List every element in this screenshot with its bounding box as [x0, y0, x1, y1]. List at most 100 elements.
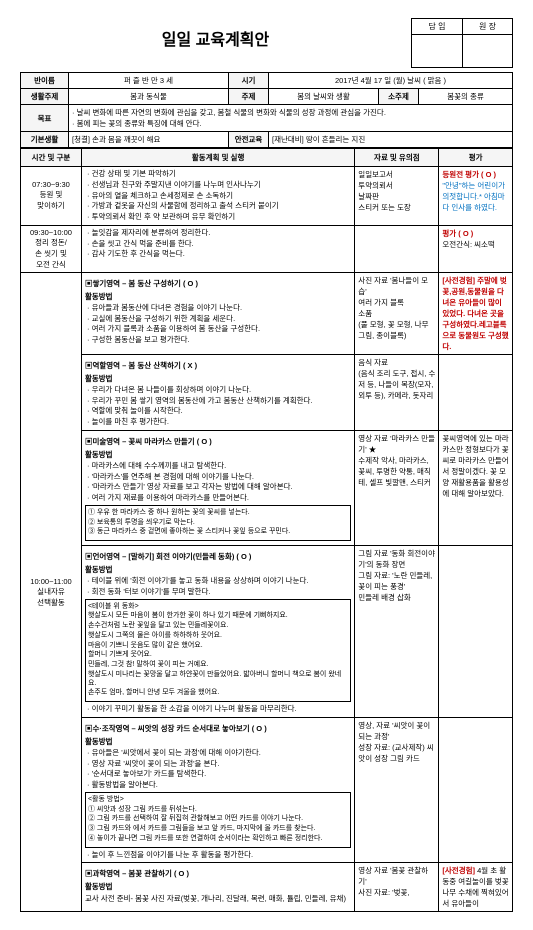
area5-method: 활동방법: [85, 736, 351, 747]
goal-value: · 날씨 변화에 따른 자연의 변화에 관심을 갖고, 봄철 식물의 변화와 식…: [69, 105, 513, 132]
col-act: 활동계획 및 실행: [81, 149, 354, 167]
stamp-left-body: [412, 35, 462, 67]
area4-eval: [439, 546, 513, 718]
list-item: 이야기 꾸미기 활동을 한 소감을 이야기 나누며 활동을 마무리한다.: [87, 704, 351, 714]
area5-mat: 영상, 자료 '씨앗이 꽃이 되는 과정' 성장 자료: (교사제작) 씨앗이 …: [355, 717, 439, 863]
list-item: 여러 가지 블록과 소품을 이용하여 봄 동산을 구성한다.: [87, 324, 351, 334]
class-label: 반이름: [21, 73, 69, 89]
stamp-box: 담 임 원 장: [411, 18, 513, 68]
area3-title: ▣미술영역 – 꽃씨 마라카스 만들기 ( O ): [85, 436, 351, 447]
list-item: 건강 상태 및 기본 파악하기: [87, 169, 351, 179]
habit-label: 기본생활: [21, 132, 69, 148]
row2-mat: [355, 225, 439, 272]
page-title: 일일 교육계획안: [20, 18, 411, 68]
list-item: '마라카스 만들기' 영상 자료를 보고 각자는 방법에 대해 알아본다.: [87, 482, 351, 492]
box-line: ① 씨앗과 성장 그림 카드를 뒤섞는다.: [88, 806, 348, 815]
list-item: 마라카스에 대해 수수께끼를 내고 탐색한다.: [87, 461, 351, 471]
area4-box: <테이블 위 동화> 햇살도시 모든 마음이 봄이 한가한 꽃이 하나 있기 때…: [85, 599, 351, 703]
list-item: 놀잇감을 제자리에 분류하여 정리한다.: [87, 228, 351, 238]
box-line: 마음이 기쁘니 웃음도 많이 같은 했어요.: [88, 642, 348, 651]
col-eval: 평가: [439, 149, 513, 167]
row2-list: 놀잇감을 제자리에 분류하여 정리한다. 손을 씻고 간식 먹을 준비를 한다.…: [85, 228, 351, 259]
row1-eval-title: 등원전 평가 ( O ): [442, 169, 509, 180]
row1-eval-text: "안녕"하는 어린이가 의젓합니다.* 아침마다 인사를 하였다.: [442, 180, 509, 213]
area1-method: 활동방법: [85, 291, 351, 302]
main-table: 시간 및 구분 활동계획 및 실행 자료 및 유의점 평가 07:30~9:30…: [20, 148, 513, 912]
box-line: ② 그림 카드를 선택하여 잘 뒤집혀 관찰해보고 어떤 카드를 이야기 나눈다…: [88, 815, 348, 824]
list-item: 여러 가지 재료를 이용하여 마라카스를 만들어본다.: [87, 493, 351, 503]
list-item: 영상 자료 '씨앗이 꽃이 되는 과정'을 본다.: [87, 759, 351, 769]
list-item: '마라카스'를 연주해 본 경험에 대해 이야기를 나눈다.: [87, 472, 351, 482]
area3-eval: 꽃씨영역에 있는 마라카스만 정형보다가 꽃씨로 마라카스 만들어서 정말이겠다…: [439, 430, 513, 545]
box-line: 민들레, 그것 참! 말하여 꽃이 피는 거예요.: [88, 661, 348, 670]
area3-act: ▣미술영역 – 꽃씨 마라카스 만들기 ( O ) 활동방법 마라카스에 대해 …: [81, 430, 354, 545]
area4-title: ▣언어영역 – [말하기] 회전 이야기(민들레 동화) ( O ): [85, 551, 351, 562]
area1-eval-text: [사전경험] 주말에 벚꽃,공원,동물원을 다녀온 유아들이 많이 있었다. 다…: [442, 276, 508, 351]
row1-mat: 일일보고서 투약의뢰서 날짜판 스티커 또는 도장: [355, 167, 439, 226]
area3-method: 활동방법: [85, 449, 351, 460]
col-time: 시간 및 구분: [21, 149, 82, 167]
list-item: 구성한 봄동산을 보고 평가한다.: [87, 335, 351, 345]
area1-title: ▣쌓기영역 – 봄 동산 구성하기 ( O ): [85, 278, 351, 289]
box-line: 손수건처럼 노란 꽃잎을 달고 있는 민들레꽃이요.: [88, 622, 348, 631]
topic-label: 주제: [229, 89, 269, 105]
list-item: 유아들과 봄동산에 다녀온 경험을 이야기 나눈다.: [87, 303, 351, 313]
list-item: 유아의 열을 체크하고 손세정제로 손 소독하기: [87, 191, 351, 201]
list-item: 손을 씻고 간식 먹을 준비를 한다.: [87, 239, 351, 249]
area3-mat: 영상 자료 '마라카스 만들기' ★ 수제작 악사, 마라카스, 꽃씨, 투명한…: [355, 430, 439, 545]
date-value: 2017년 4월 17 일 (월) 날씨 ( 맑음 ): [269, 73, 513, 89]
list-item: 활동방법을 알아본다.: [87, 780, 351, 790]
safe-value: [재난대비] 땅이 흔들리는 지진: [269, 132, 513, 148]
list-item: 테이블 위에 '회전 이야기'를 놓고 동화 내용을 상상하며 이야기 나눈다.: [87, 576, 351, 586]
area1-mat: 사진 자료 '봄나들이 모습' 여러 가지 블록 소품 (풀 모형, 꽃 모형,…: [355, 272, 439, 354]
box-line: ④ 놓이가 끝나면 그림 카드를 또한 연결하여 순서이라는 확인하고 빠른 정…: [88, 835, 348, 844]
habit-value: [청결] 손과 몸을 깨끗이 해요: [69, 132, 229, 148]
life-value: 봄과 동식물: [69, 89, 229, 105]
area2-mat: 음식 자료 (음식 조리 도구, 접시, 수저 등, 나들이 복장(모자, 외투…: [355, 354, 439, 430]
sub-value: 봄꽃의 종류: [419, 89, 513, 105]
box-line: 햇살도시 모든 마음이 봄이 한가한 꽃이 하나 있기 때문에 기뻐하지요.: [88, 612, 348, 621]
list-item: 놀이 후 느낀점을 이야기를 나눈 후 활동을 평가한다.: [87, 850, 351, 860]
stamp-left-label: 담 임: [412, 19, 462, 35]
row2-eval: 평가 ( O ) 오전간식: 씨소떡: [439, 225, 513, 272]
list-item: 우리가 꾸민 봄 쌓기 영역의 봄동산에 가고 봄동산 산책하기를 계획한다.: [87, 396, 351, 406]
box-line: 할머니 기쁘게 웃어요.: [88, 651, 348, 660]
list-item: 우리가 다녀온 봄 나들이를 회상하며 이야기 나눈다.: [87, 385, 351, 395]
list-item: 놀이를 마친 후 평가한다.: [87, 417, 351, 427]
col-mat: 자료 및 유의점: [355, 149, 439, 167]
date-label: 시기: [229, 73, 269, 89]
area2-eval: [439, 354, 513, 430]
list-item: 선생님과 친구와 주말지낸 이야기를 나누며 인사나누기: [87, 180, 351, 190]
box-line: 햇살도시 그쪽의 물은 아이를 하하하하 웃어요.: [88, 632, 348, 641]
stamp-right-body: [463, 35, 512, 67]
list-item: 교실에 봄동산을 구성하기 위한 계획을 세운다.: [87, 314, 351, 324]
row2-act: 놀잇감을 제자리에 분류하여 정리한다. 손을 씻고 간식 먹을 준비를 한다.…: [81, 225, 354, 272]
goal-label: 목표: [21, 105, 69, 132]
area6-act: ▣과학영역 – 봄꽃 관찰하기 ( O ) 활동방법 교사 사전 준비- 봄꽃 …: [81, 863, 354, 912]
area5-eval: [439, 717, 513, 863]
row1-list: 건강 상태 및 기본 파악하기 선생님과 친구와 주말지낸 이야기를 나누며 인…: [85, 169, 351, 222]
box-line: 햇살도시 미나리는 꽃망울 달고 하얀꽃이 만들었어요. 밟아버니 할머니 책으…: [88, 671, 348, 689]
meta-table: 반이름 퍼 즐 반 만 3 세 시기 2017년 4월 17 일 (월) 날씨 …: [20, 72, 513, 148]
area6-method: 활동방법: [85, 881, 351, 892]
life-label: 생활주제: [21, 89, 69, 105]
area4-act: ▣언어영역 – [말하기] 회전 이야기(민들레 동화) ( O ) 활동방법 …: [81, 546, 354, 718]
list-item: '순서대로 놓아보기' 카드를 탐색한다.: [87, 769, 351, 779]
list-item: 감사 기도한 후 간식을 먹는다.: [87, 249, 351, 259]
list-item: 가방과 겉옷을 자신의 사물함에 정리하고 출석 스티커 붙이기: [87, 201, 351, 211]
row1-act: 건강 상태 및 기본 파악하기 선생님과 친구와 주말지낸 이야기를 나누며 인…: [81, 167, 354, 226]
box-line: <활동 방법>: [88, 796, 348, 805]
list-item: 회전 동화 '터보 이야기'를 무며 말한다.: [87, 587, 351, 597]
topic-value: 봄의 날씨와 생활: [269, 89, 379, 105]
safe-label: 안전교육: [229, 132, 269, 148]
list-item: 투약의뢰서 확인 후 약 보관하며 유무 확인하기: [87, 212, 351, 222]
row3-time: 10:00~11:00 실내자유 선택활동: [21, 272, 82, 912]
area5-box: <활동 방법> ① 씨앗과 성장 그림 카드를 뒤섞는다. ② 그림 카드를 선…: [85, 792, 351, 848]
box-line: <테이블 위 동화>: [88, 603, 348, 612]
area5-title: ▣수·조작영역 – 씨앗의 성장 카드 순서대로 놓아보기 ( O ): [85, 723, 351, 734]
area6-title: ▣과학영역 – 봄꽃 관찰하기 ( O ): [85, 868, 351, 879]
box-line: ① 우유 한 마라카스 중 하나 원하는 꽃의 꽃씨를 넣는다.: [88, 509, 348, 518]
area6-eval-title: [사전경험]: [442, 866, 475, 875]
area4-method: 활동방법: [85, 564, 351, 575]
sub-label: 소주제: [379, 89, 419, 105]
